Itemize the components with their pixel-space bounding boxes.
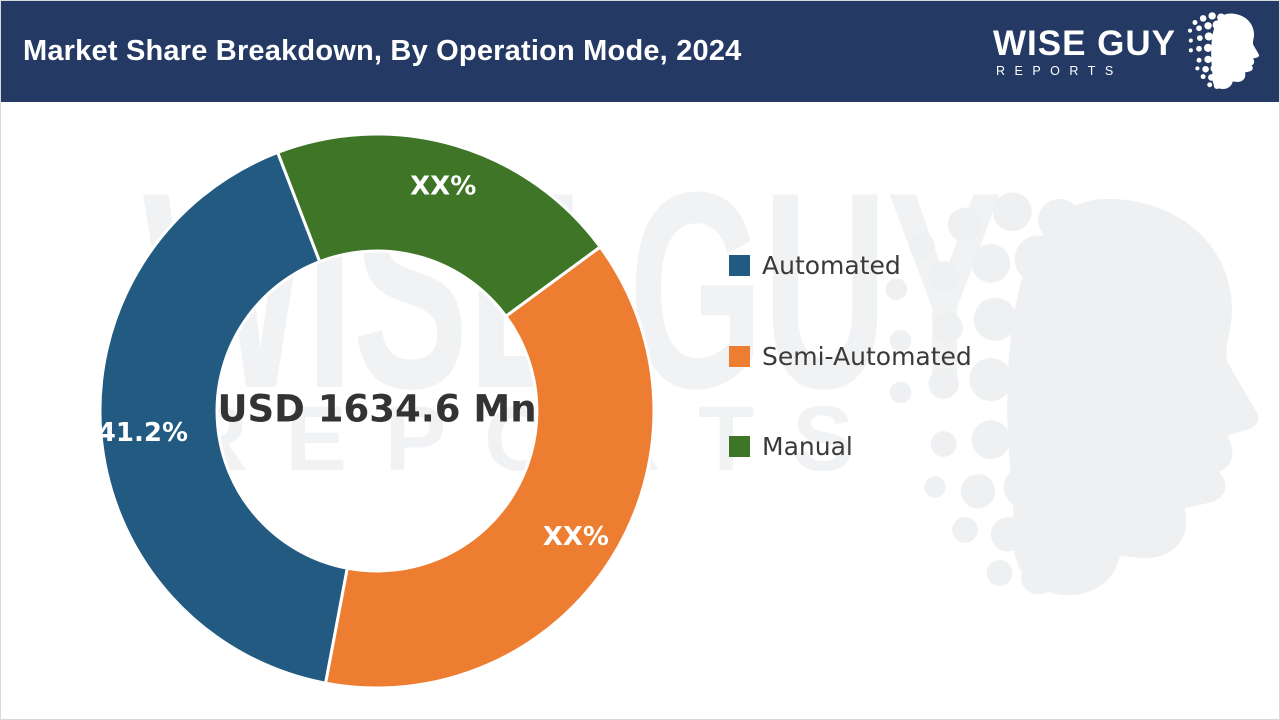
header-bar: Market Share Breakdown, By Operation Mod… [1,1,1279,102]
legend-swatch-manual [729,436,750,458]
legend-item-label: Manual [762,432,853,461]
logo-text-wise-guy: WISE GUY [992,23,1176,63]
logo-text-reports: REPORTS [995,63,1123,78]
legend-swatch-automated [729,255,750,277]
page-title: Market Share Breakdown, By Operation Mod… [23,35,742,67]
legend-swatch-semi-automated [729,345,750,367]
wiseguy-logo: WISE GUY REPORTS [993,11,1263,93]
chart-legend: Automated Semi-Automated Manual [729,252,972,461]
legend-item-manual: Manual [729,433,972,461]
legend-item-label: Automated [762,251,901,280]
legend-item-label: Semi-Automated [762,341,972,371]
logo-face-icon [1181,11,1263,93]
slice-label-semi-automated: XX% [543,522,609,552]
chart-center-total: USD 1634.6 Mn [217,387,537,431]
legend-item-automated: Automated [729,252,972,280]
legend-item-semi-automated: Semi-Automated [729,341,972,371]
